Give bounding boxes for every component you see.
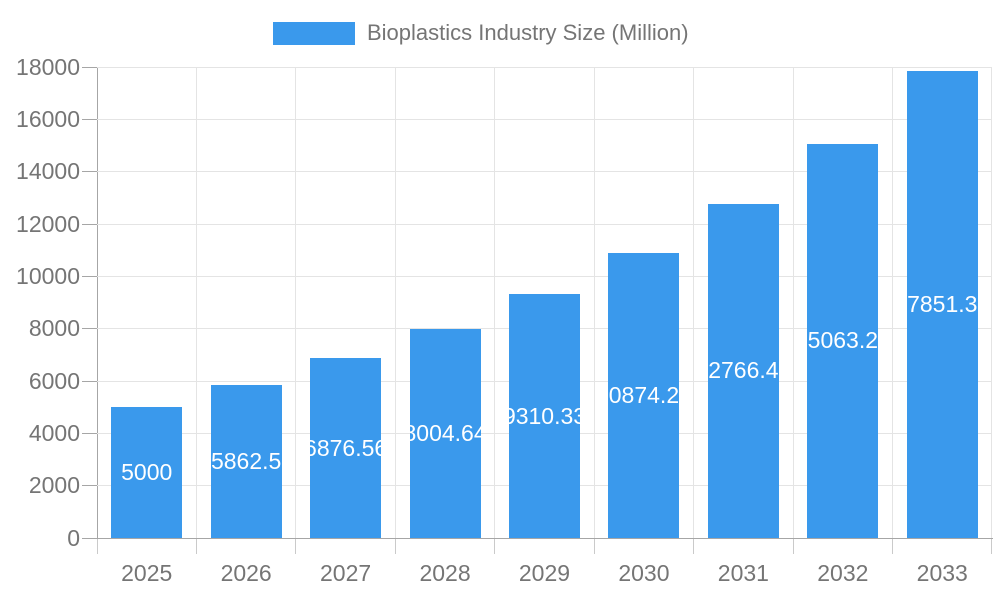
y-axis-label: 14000	[16, 158, 80, 185]
y-axis-tick	[82, 171, 97, 173]
bar-2030[interactable]: 10874.25	[608, 253, 680, 538]
bar-value-label: 6876.56	[310, 434, 382, 461]
bar-2029[interactable]: 9310.33	[509, 294, 580, 538]
gridline-vertical	[991, 67, 992, 538]
y-axis-tick	[82, 118, 97, 120]
gridline-vertical	[693, 67, 695, 538]
x-axis-line	[97, 538, 993, 539]
y-axis-tick	[82, 275, 97, 277]
x-axis-label: 2032	[817, 560, 869, 586]
gridline-vertical	[792, 67, 794, 538]
x-axis-tick	[693, 539, 695, 554]
gridline-vertical	[394, 67, 396, 538]
x-axis-label: 2031	[717, 560, 769, 586]
y-axis-label: 12000	[16, 210, 80, 237]
x-axis-tick	[494, 539, 496, 554]
gridline-horizontal	[97, 66, 992, 68]
bar-value-label: 12766.45	[708, 357, 779, 384]
bar-2028[interactable]: 8004.64	[409, 328, 481, 538]
x-axis-tick	[195, 539, 197, 554]
x-axis-tick	[991, 539, 992, 554]
x-axis-label: 2028	[419, 560, 471, 586]
legend-swatch	[273, 21, 355, 45]
y-axis-tick	[82, 223, 97, 225]
y-axis-tick	[82, 66, 97, 68]
bar-value-label: 5000	[121, 459, 173, 486]
y-axis-tick	[82, 485, 97, 487]
gridline-vertical	[295, 67, 297, 538]
gridline-vertical	[892, 67, 894, 538]
bar-value-label: 17851.36	[907, 290, 978, 317]
y-axis-label: 8000	[28, 315, 80, 342]
y-axis-label: 10000	[16, 262, 80, 289]
bar-2025[interactable]: 5000	[111, 407, 183, 538]
bar-2032[interactable]: 15063.21	[807, 143, 879, 538]
y-axis-label: 2000	[28, 472, 80, 499]
bar-2026[interactable]: 5862.5	[210, 384, 282, 538]
y-axis-tick	[82, 537, 97, 539]
y-axis-tick	[82, 432, 97, 434]
plot-area: 5000 5862.5 6876.56 8004.64 9310.33 10874.25 1…	[97, 66, 992, 538]
bar-value-label: 9310.33	[509, 402, 580, 429]
y-axis-label: 16000	[16, 105, 80, 132]
legend-label: Bioplastics Industry Size (Million)	[367, 20, 689, 45]
x-axis-tick	[792, 539, 794, 554]
x-axis-label: 2027	[320, 560, 372, 586]
gridline-vertical	[593, 67, 595, 538]
gridline-horizontal	[97, 275, 992, 277]
y-axis-label: 0	[67, 524, 80, 551]
gridline-vertical	[494, 67, 496, 538]
x-axis-label: 2025	[121, 560, 173, 586]
y-axis-label: 6000	[28, 367, 80, 394]
y-axis-label: 18000	[16, 53, 80, 80]
y-axis-tick	[82, 328, 97, 330]
bar-2031[interactable]: 12766.45	[707, 203, 779, 538]
gridline-horizontal	[97, 171, 992, 173]
y-axis-line	[97, 67, 98, 538]
bar-value-label: 5862.5	[210, 447, 282, 474]
bar-2027[interactable]: 6876.56	[310, 358, 382, 538]
bar-value-label: 10874.25	[608, 382, 680, 409]
y-axis-tick	[82, 380, 97, 382]
x-axis-tick	[394, 539, 396, 554]
x-axis-tick	[892, 539, 894, 554]
gridline-vertical	[195, 67, 197, 538]
x-axis-tick	[593, 539, 595, 554]
y-axis-label: 4000	[28, 419, 80, 446]
gridline-horizontal	[97, 118, 992, 120]
bar-2033[interactable]: 17851.36	[906, 70, 978, 538]
x-axis-label: 2026	[220, 560, 272, 586]
x-axis-label: 2030	[618, 560, 670, 586]
bar-value-label: 15063.21	[807, 327, 878, 354]
x-axis-tick	[295, 539, 297, 554]
gridline-horizontal	[97, 223, 992, 225]
x-axis-label: 2033	[916, 560, 968, 586]
bar-value-label: 8004.64	[409, 419, 481, 446]
x-axis-tick	[96, 539, 98, 554]
x-axis-label: 2029	[518, 560, 571, 586]
legend-item[interactable]: Bioplastics Industry Size (Million)	[273, 20, 689, 46]
